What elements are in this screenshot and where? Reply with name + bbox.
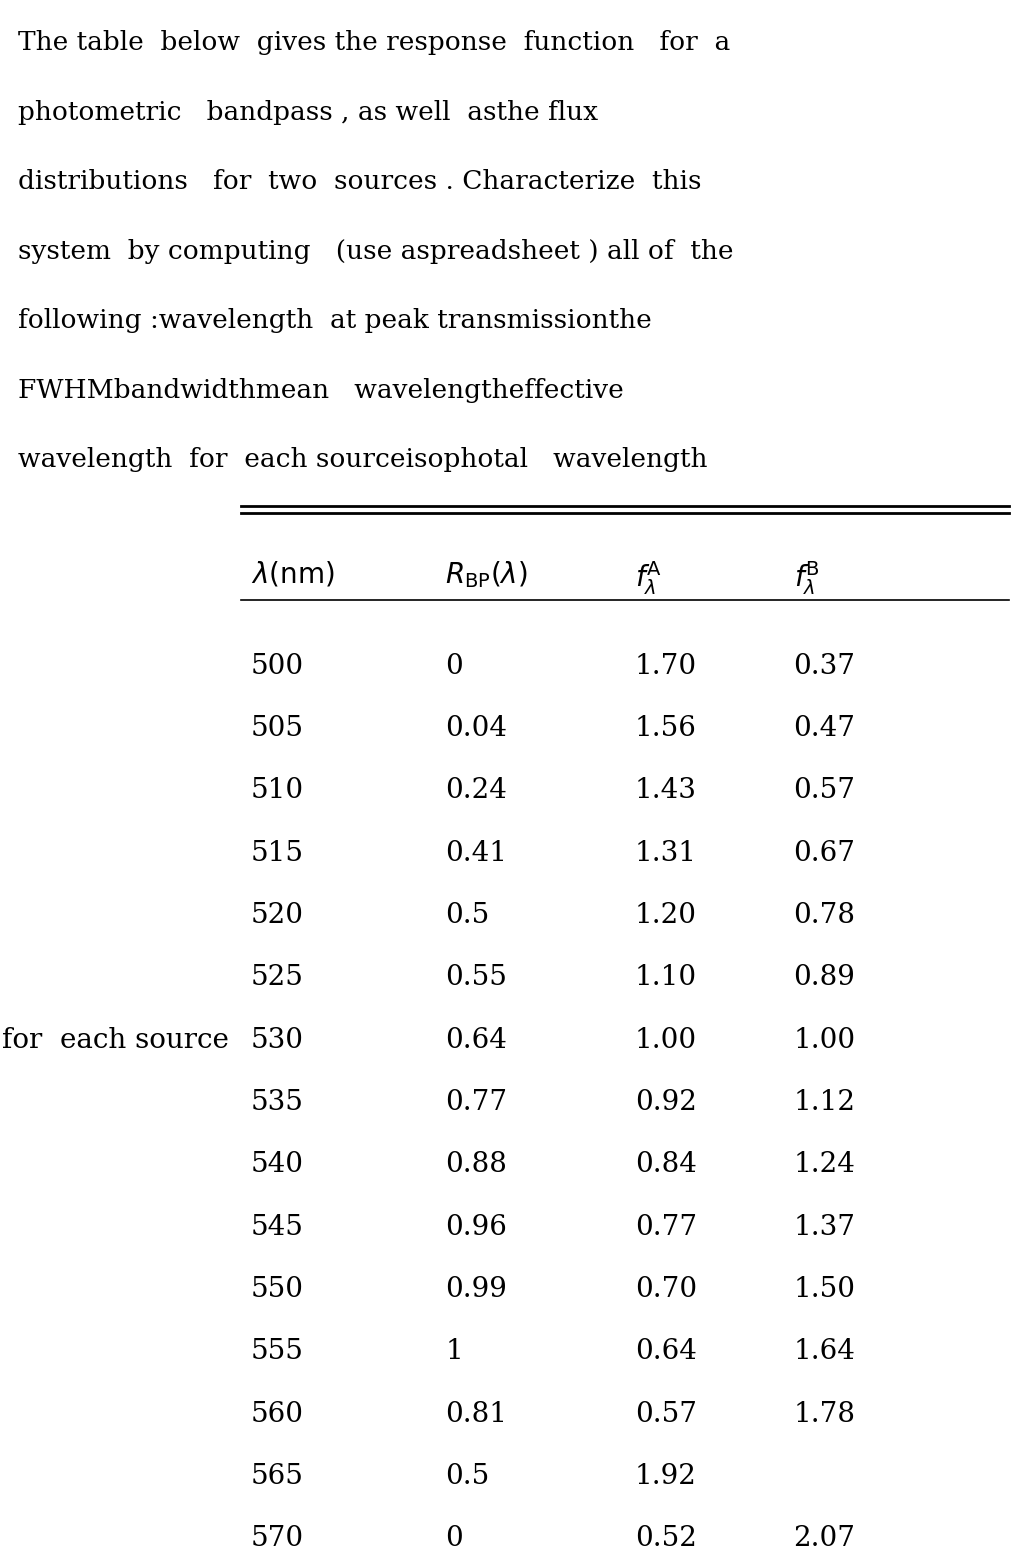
Text: 0.47: 0.47 — [794, 715, 856, 741]
Text: 0.52: 0.52 — [635, 1525, 696, 1551]
Text: 0.57: 0.57 — [635, 1401, 697, 1427]
Text: 2.07: 2.07 — [794, 1525, 856, 1551]
Text: 505: 505 — [251, 715, 304, 741]
Text: 1.92: 1.92 — [635, 1463, 696, 1491]
Text: 0.92: 0.92 — [635, 1089, 696, 1115]
Text: 0.84: 0.84 — [635, 1151, 696, 1179]
Text: 1.50: 1.50 — [794, 1276, 856, 1303]
Text: for  each source: for each source — [2, 1027, 229, 1053]
Text: 0.81: 0.81 — [445, 1401, 508, 1427]
Text: 530: 530 — [251, 1027, 304, 1053]
Text: 0.55: 0.55 — [445, 965, 507, 991]
Text: $f^{\mathrm{B}}_{\lambda}$: $f^{\mathrm{B}}_{\lambda}$ — [794, 558, 819, 597]
Text: 1.24: 1.24 — [794, 1151, 855, 1179]
Text: 1.20: 1.20 — [635, 901, 697, 929]
Text: 0.24: 0.24 — [445, 777, 507, 803]
Text: 0: 0 — [445, 653, 463, 679]
Text: 525: 525 — [251, 965, 304, 991]
Text: 0.04: 0.04 — [445, 715, 508, 741]
Text: 515: 515 — [251, 839, 304, 867]
Text: 1.00: 1.00 — [794, 1027, 856, 1053]
Text: 500: 500 — [251, 653, 304, 679]
Text: 1.00: 1.00 — [635, 1027, 697, 1053]
Text: The table  below  gives the response  function   for  a: The table below gives the response funct… — [18, 29, 731, 54]
Text: $\lambda\mathrm{(nm)}$: $\lambda\mathrm{(nm)}$ — [251, 558, 335, 588]
Text: 0.88: 0.88 — [445, 1151, 507, 1179]
Text: 1.64: 1.64 — [794, 1339, 855, 1365]
Text: 570: 570 — [251, 1525, 304, 1551]
Text: 535: 535 — [251, 1089, 304, 1115]
Text: 0.70: 0.70 — [635, 1276, 697, 1303]
Text: 0.5: 0.5 — [445, 1463, 489, 1491]
Text: 0.64: 0.64 — [635, 1339, 696, 1365]
Text: 0.5: 0.5 — [445, 901, 489, 929]
Text: 0.37: 0.37 — [794, 653, 856, 679]
Text: 1.56: 1.56 — [635, 715, 696, 741]
Text: 560: 560 — [251, 1401, 304, 1427]
Text: 555: 555 — [251, 1339, 304, 1365]
Text: 540: 540 — [251, 1151, 304, 1179]
Text: system  by computing   (use aspreadsheet ) all of  the: system by computing (use aspreadsheet ) … — [18, 239, 734, 264]
Text: 545: 545 — [251, 1213, 304, 1241]
Text: 0.64: 0.64 — [445, 1027, 507, 1053]
Text: 0.41: 0.41 — [445, 839, 508, 867]
Text: 510: 510 — [251, 777, 304, 803]
Text: $f^{\mathrm{A}}_{\lambda}$: $f^{\mathrm{A}}_{\lambda}$ — [635, 558, 662, 597]
Text: 1.70: 1.70 — [635, 653, 697, 679]
Text: following :wavelength  at peak transmissionthe: following :wavelength at peak transmissi… — [18, 309, 652, 333]
Text: 0.77: 0.77 — [635, 1213, 697, 1241]
Text: 550: 550 — [251, 1276, 304, 1303]
Text: photometric   bandpass , as well  asthe flux: photometric bandpass , as well asthe flu… — [18, 99, 599, 124]
Text: FWHMbandwidthmean   wavelengtheffective: FWHMbandwidthmean wavelengtheffective — [18, 377, 625, 403]
Text: 0.78: 0.78 — [794, 901, 856, 929]
Text: 1.78: 1.78 — [794, 1401, 856, 1427]
Text: 520: 520 — [251, 901, 304, 929]
Text: 0.77: 0.77 — [445, 1089, 508, 1115]
Text: 1.10: 1.10 — [635, 965, 697, 991]
Text: 1.37: 1.37 — [794, 1213, 856, 1241]
Text: 1.43: 1.43 — [635, 777, 696, 803]
Text: wavelength  for  each sourceisophotal   wavelength: wavelength for each sourceisophotal wave… — [18, 447, 708, 472]
Text: 0.67: 0.67 — [794, 839, 856, 867]
Text: $R_{\mathrm{BP}}(\lambda)$: $R_{\mathrm{BP}}(\lambda)$ — [445, 558, 528, 589]
Text: 0.57: 0.57 — [794, 777, 856, 803]
Text: 0: 0 — [445, 1525, 463, 1551]
Text: 1.31: 1.31 — [635, 839, 697, 867]
Text: 1: 1 — [445, 1339, 463, 1365]
Text: 565: 565 — [251, 1463, 304, 1491]
Text: 0.99: 0.99 — [445, 1276, 507, 1303]
Text: 1.12: 1.12 — [794, 1089, 856, 1115]
Text: distributions   for  two  sources . Characterize  this: distributions for two sources . Characte… — [18, 169, 701, 194]
Text: 0.89: 0.89 — [794, 965, 855, 991]
Text: 0.96: 0.96 — [445, 1213, 507, 1241]
